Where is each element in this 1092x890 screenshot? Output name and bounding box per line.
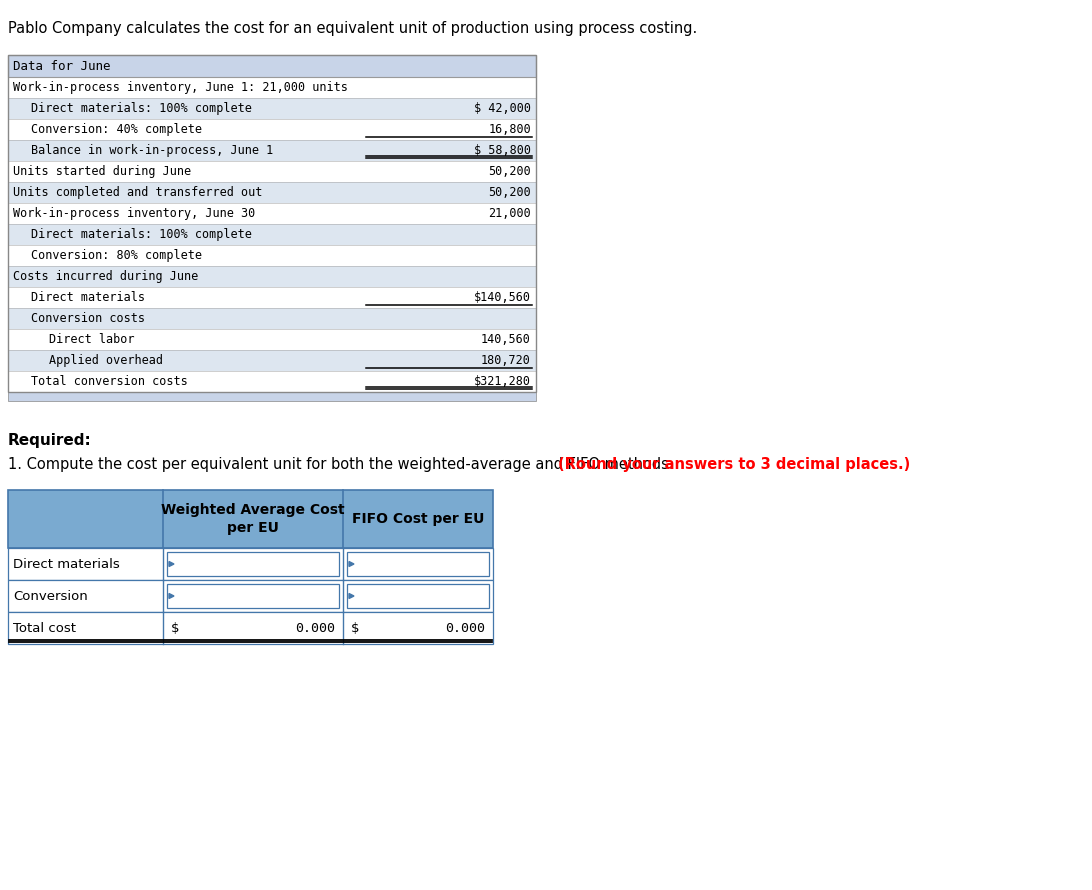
Bar (167, 584, 339, 608)
Polygon shape (349, 594, 354, 598)
Bar (8, 350, 536, 371)
Bar (8, 140, 536, 161)
Text: Total cost: Total cost (13, 621, 76, 635)
Text: Direct materials: 100% complete: Direct materials: 100% complete (31, 102, 252, 115)
Bar (8, 245, 536, 266)
Bar (347, 552, 489, 576)
Polygon shape (169, 562, 174, 567)
Bar (8, 580, 492, 612)
Bar (8, 392, 536, 401)
Bar (8, 182, 536, 203)
Text: Direct materials: 100% complete: Direct materials: 100% complete (31, 228, 252, 241)
Text: Direct materials: Direct materials (31, 291, 145, 304)
Text: Pablo Company calculates the cost for an equivalent unit of production using pro: Pablo Company calculates the cost for an… (8, 21, 698, 36)
Bar (8, 308, 536, 329)
Text: $: $ (351, 621, 359, 635)
Text: Conversion costs: Conversion costs (31, 312, 145, 325)
Text: (Round your answers to 3 decimal places.): (Round your answers to 3 decimal places.… (558, 457, 911, 473)
Text: Direct labor: Direct labor (49, 333, 134, 346)
Text: Total conversion costs: Total conversion costs (31, 375, 188, 388)
Bar (8, 548, 492, 580)
Text: $321,280: $321,280 (474, 375, 531, 388)
Bar (8, 55, 536, 392)
Text: Balance in work-in-process, June 1: Balance in work-in-process, June 1 (31, 144, 273, 157)
Text: 50,200: 50,200 (488, 165, 531, 178)
Text: 0.000: 0.000 (295, 621, 335, 635)
Bar (8, 55, 536, 77)
Text: Work-in-process inventory, June 1: 21,000 units: Work-in-process inventory, June 1: 21,00… (13, 81, 348, 94)
Text: Units started during June: Units started during June (13, 165, 191, 178)
Bar (8, 161, 536, 182)
Text: $140,560: $140,560 (474, 291, 531, 304)
Text: Costs incurred during June: Costs incurred during June (13, 270, 199, 283)
Bar (8, 490, 492, 548)
Bar (8, 224, 536, 245)
Text: 180,720: 180,720 (482, 354, 531, 367)
Text: 50,200: 50,200 (488, 186, 531, 199)
Bar (8, 77, 536, 98)
Polygon shape (349, 562, 354, 567)
Text: 16,800: 16,800 (488, 123, 531, 136)
Text: Conversion: 80% complete: Conversion: 80% complete (31, 249, 202, 262)
Bar (347, 584, 489, 608)
Text: FIFO Cost per EU: FIFO Cost per EU (352, 512, 484, 526)
Bar (8, 329, 536, 350)
Text: 140,560: 140,560 (482, 333, 531, 346)
Bar (8, 287, 536, 308)
Text: Conversion: 40% complete: Conversion: 40% complete (31, 123, 202, 136)
Bar (8, 203, 536, 224)
Text: 0.000: 0.000 (446, 621, 485, 635)
Bar (8, 612, 492, 644)
Text: Applied overhead: Applied overhead (49, 354, 163, 367)
Bar (8, 371, 536, 392)
Polygon shape (169, 594, 174, 598)
Bar (8, 266, 536, 287)
Bar (167, 552, 339, 576)
Text: Conversion: Conversion (13, 589, 87, 603)
Text: $ 42,000: $ 42,000 (474, 102, 531, 115)
Text: Data for June: Data for June (13, 60, 110, 72)
Text: Work-in-process inventory, June 30: Work-in-process inventory, June 30 (13, 207, 256, 220)
Text: Weighted Average Cost
per EU: Weighted Average Cost per EU (162, 503, 345, 535)
Text: $ 58,800: $ 58,800 (474, 144, 531, 157)
Bar (8, 119, 536, 140)
Text: Direct materials: Direct materials (13, 557, 120, 570)
Text: Required:: Required: (8, 433, 92, 448)
Text: Units completed and transferred out: Units completed and transferred out (13, 186, 262, 199)
Bar (8, 98, 536, 119)
Text: 1. Compute the cost per equivalent unit for both the weighted-average and FIFO m: 1. Compute the cost per equivalent unit … (8, 457, 678, 473)
Text: $: $ (171, 621, 179, 635)
Text: 21,000: 21,000 (488, 207, 531, 220)
